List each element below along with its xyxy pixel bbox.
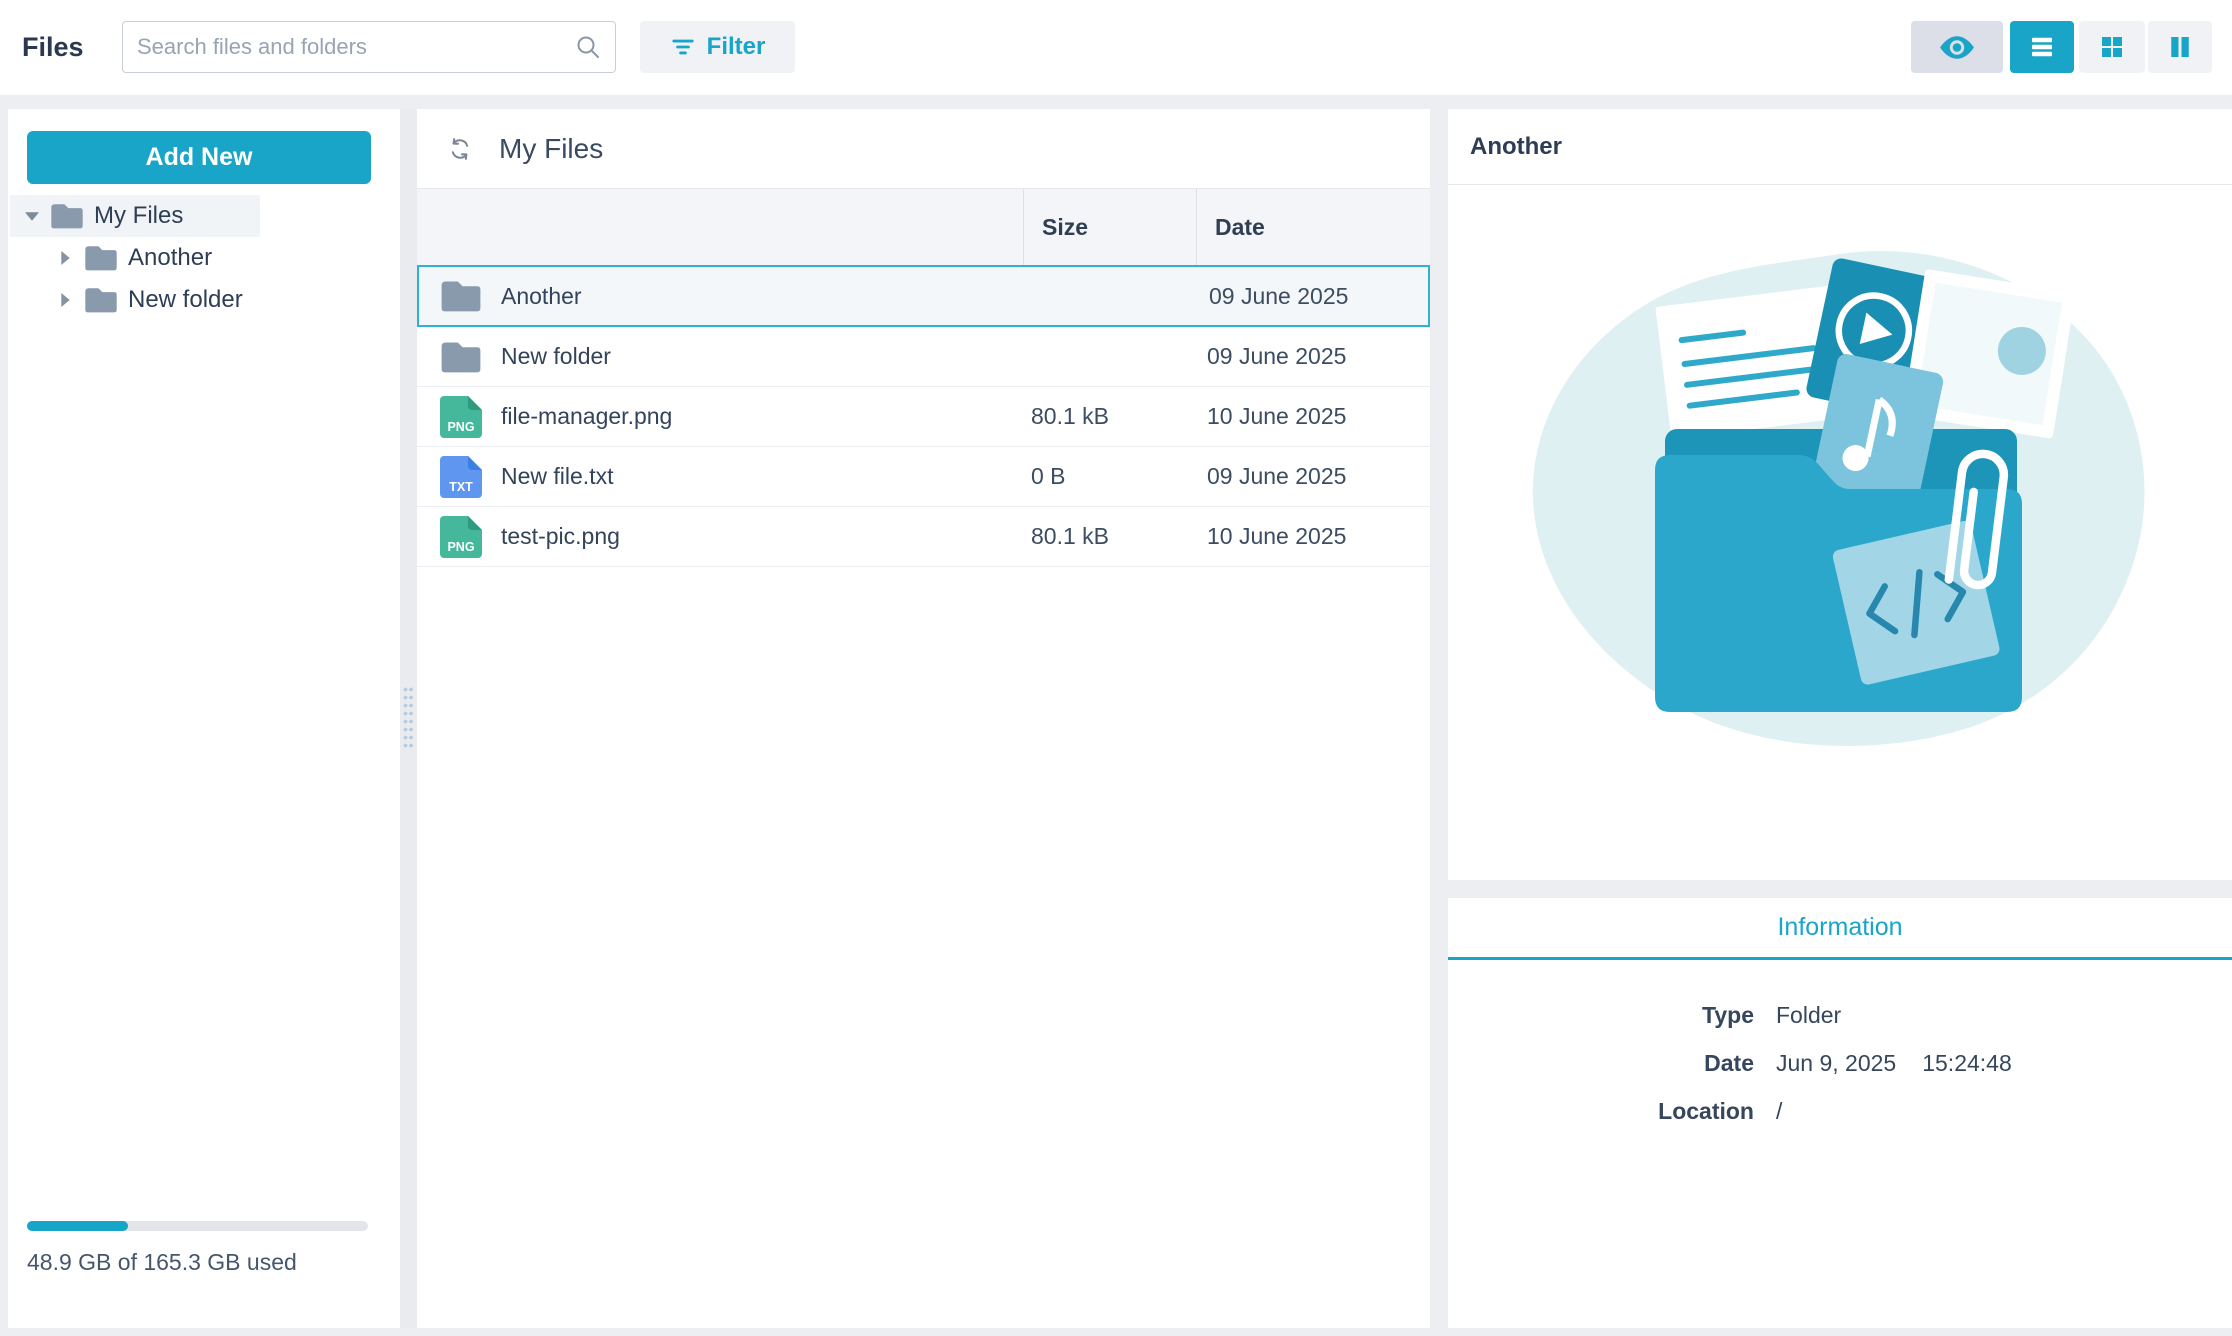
search-icon [577,36,599,58]
folder-illustration [1532,250,2145,747]
top-bar: Files Filter [0,0,2232,95]
info-value-time: 15:24:48 [1922,1049,2012,1076]
file-name: Another [501,282,582,309]
column-divider [1196,189,1197,265]
file-size: 80.1 kB [1031,403,1109,429]
info-value: Folder [1776,1001,1842,1028]
column-view-button[interactable] [2148,21,2212,73]
preview-title: Another [1470,132,1562,160]
column-divider [1023,189,1024,265]
table-row[interactable]: Another 09 June 2025 [417,265,1430,327]
information-rows: Type Folder Date Jun 9, 2025 15:24:48 Lo… [1448,991,2232,1135]
file-size: 80.1 kB [1031,523,1109,549]
app-title: Files [22,32,84,62]
file-list-header: My Files [417,109,1430,189]
columns-icon [2171,37,2189,57]
table-row[interactable]: PNG test-pic.png 80.1 kB 10 June 2025 [417,507,1430,567]
filter-button[interactable]: Filter [640,21,795,73]
column-header-date[interactable]: Date [1215,213,1265,240]
svg-text:TXT: TXT [449,480,473,494]
current-folder-title: My Files [499,132,604,164]
filter-icon [672,39,694,55]
file-rows: Another 09 June 2025 New folder 09 June … [417,265,1430,567]
sidebar-panel: Add New My Files Another New folder 48.9 [8,109,400,1328]
info-row-location: Location / [1448,1087,2232,1135]
storage-progress [27,1221,368,1231]
drag-dots-icon [403,687,414,751]
table-row[interactable]: PNG file-manager.png 80.1 kB 10 June 202… [417,387,1430,447]
list-icon [2032,37,2052,57]
folder-icon [85,246,117,271]
grid-view-button[interactable] [2079,21,2145,73]
information-panel: Information Type Folder Date Jun 9, 2025… [1448,898,2232,1328]
file-list-panel: My Files Size Date Another 09 June 2025 … [417,109,1430,1328]
preview-panel: Another [1448,109,2232,880]
txt-file-icon: TXT [440,455,482,498]
search-input[interactable] [123,34,575,60]
folder-icon [85,288,117,313]
tree-item-label: New folder [128,286,243,313]
info-label: Date [1704,1049,1754,1076]
grid-icon [2102,37,2122,57]
file-date: 10 June 2025 [1207,403,1347,429]
file-name: New file.txt [501,463,614,489]
tree-item-label: My Files [94,202,184,229]
svg-text:PNG: PNG [447,540,474,554]
file-date: 09 June 2025 [1207,343,1347,369]
refresh-icon[interactable] [447,136,473,162]
eye-icon [1940,35,1974,59]
filter-label: Filter [706,33,766,60]
info-value: / [1776,1097,1783,1124]
list-view-button[interactable] [2010,21,2074,73]
caret-right-icon[interactable] [58,251,73,265]
preview-toggle-button[interactable] [1911,21,2003,73]
storage-progress-fill [27,1221,128,1231]
preview-header: Another [1448,109,2232,185]
info-label: Type [1702,1001,1754,1028]
add-new-button[interactable]: Add New [27,131,371,184]
file-name: New folder [501,343,611,369]
info-value: Jun 9, 2025 [1776,1049,1897,1076]
caret-down-icon[interactable] [24,211,39,221]
panel-resize-handle[interactable] [400,109,417,1328]
tab-information[interactable]: Information [1777,913,1903,941]
folder-tree: My Files Another New folder [8,195,400,321]
tree-item-label: Another [128,244,213,271]
png-file-icon: PNG [440,515,482,558]
folder-icon [441,281,481,312]
storage-usage-label: 48.9 GB of 165.3 GB used [27,1249,297,1275]
table-row[interactable]: TXT New file.txt 0 B 09 June 2025 [417,447,1430,507]
info-label: Location [1658,1097,1754,1124]
search-box[interactable] [122,21,616,73]
folder-icon [441,341,481,372]
file-date: 09 June 2025 [1207,463,1347,489]
info-row-type: Type Folder [1448,991,2232,1039]
tree-item-new-folder[interactable]: New folder [8,279,400,321]
svg-text:PNG: PNG [447,420,474,434]
file-date: 10 June 2025 [1207,523,1347,549]
column-header-size[interactable]: Size [1042,213,1089,240]
caret-right-icon[interactable] [58,293,73,307]
table-row[interactable]: New folder 09 June 2025 [417,327,1430,387]
table-header: Size Date [417,189,1430,265]
tree-item-my-files[interactable]: My Files [10,195,260,237]
file-name: test-pic.png [501,523,620,549]
info-row-date: Date Jun 9, 2025 15:24:48 [1448,1039,2232,1087]
tab-active-underline [1448,957,2232,960]
file-name: file-manager.png [501,403,673,429]
file-size: 0 B [1031,463,1066,489]
folder-icon [51,204,83,229]
png-file-icon: PNG [440,395,482,438]
file-date: 09 June 2025 [1209,282,1349,309]
tree-item-another[interactable]: Another [8,237,400,279]
